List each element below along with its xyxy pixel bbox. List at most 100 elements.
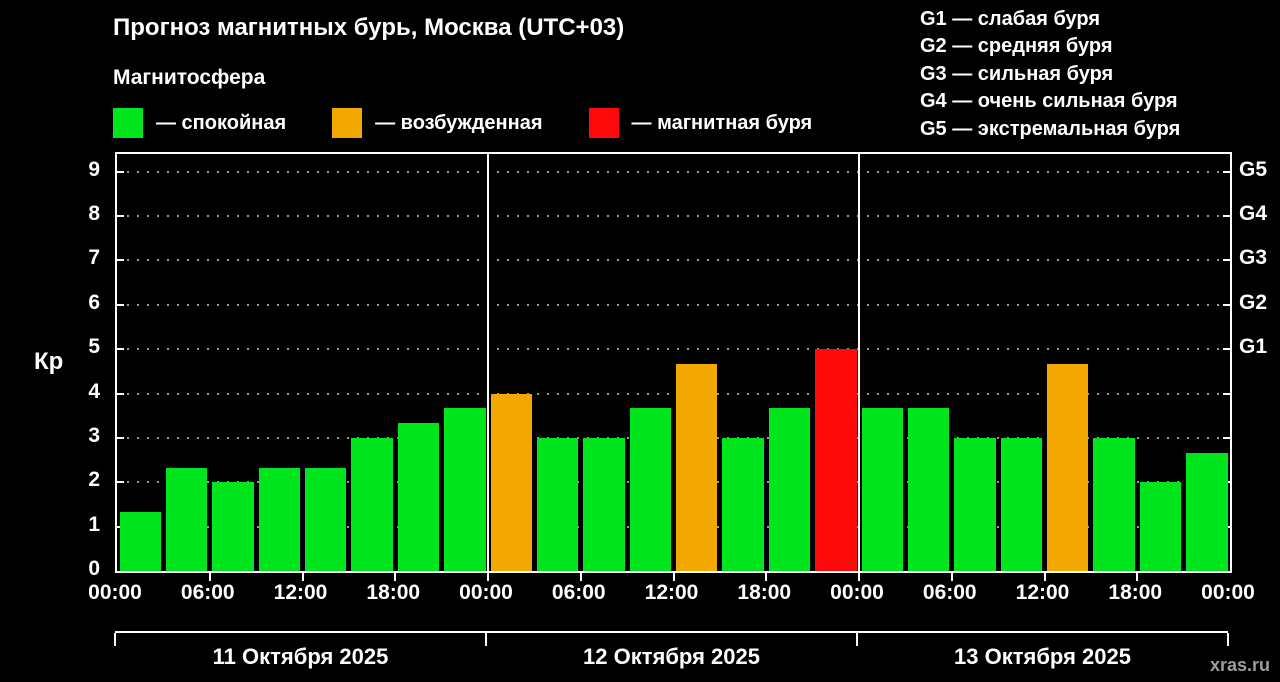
kp-bar-quiet — [907, 408, 950, 571]
kp-gridline — [117, 525, 1230, 528]
legend-label-quiet: — спокойная — [156, 111, 287, 134]
kp-bar-quiet — [1186, 452, 1228, 571]
x-axis-time-label: 00:00 — [1201, 581, 1255, 604]
chart-subtitle: Магнитосфера — [113, 66, 266, 89]
g-scale-axis-label: G4 — [1239, 202, 1268, 226]
bar-slot — [256, 154, 302, 571]
g-scale-axis-label: G2 — [1239, 290, 1268, 314]
x-axis-tick-mark — [301, 573, 304, 581]
bar-slot — [581, 154, 627, 571]
date-axis-tick-mark — [485, 633, 487, 646]
x-axis-time-label: 06:00 — [551, 581, 606, 604]
kp-bar-quiet — [351, 437, 393, 571]
y-axis-tick-label: 2 — [88, 468, 100, 492]
bar-slot — [210, 154, 256, 571]
kp-gridline — [117, 303, 1230, 306]
y-axis-tick-mark — [117, 392, 124, 395]
date-labels: 11 Октября 2025 12 Октября 2025 13 Октября… — [115, 644, 1228, 670]
bars-layer — [117, 154, 1230, 571]
overlay-layer — [117, 154, 1230, 581]
y-axis-tick-label: 8 — [88, 202, 100, 226]
y-axis-tick-mark — [1223, 170, 1230, 173]
y-axis-tick-mark — [1223, 392, 1230, 395]
bar-slot — [859, 154, 905, 571]
x-axis-time-label: 12:00 — [644, 581, 699, 604]
legend-color-swatch-excited — [332, 108, 363, 138]
kp-bar-quiet — [165, 467, 208, 571]
kp-bar-excited — [676, 363, 718, 571]
kp-bar-quiet — [954, 437, 996, 571]
y-axis-label: Кр — [34, 348, 64, 375]
y-axis-tick-label: 3 — [88, 423, 100, 447]
y-axis-tick-label: 9 — [88, 157, 100, 181]
y-axis-tick-label: 6 — [88, 290, 100, 314]
g-scale-axis-label: G3 — [1239, 246, 1268, 270]
bar-slot — [1045, 154, 1091, 571]
kp-gridline — [117, 259, 1230, 262]
bar-slot — [303, 154, 349, 571]
kp-gridline — [117, 215, 1230, 218]
y-axis-tick-label: 0 — [88, 557, 100, 580]
x-axis-time-label: 12:00 — [1015, 581, 1070, 604]
x-axis-time-label: 12:00 — [273, 581, 328, 604]
kp-bar-quiet — [1139, 482, 1182, 571]
kp-bar-quiet — [629, 408, 671, 571]
bar-slot — [117, 154, 163, 571]
y-axis-tick-mark — [117, 215, 124, 218]
kp-bar-quiet — [119, 512, 161, 571]
legend-item-quiet: — спокойная — [113, 108, 286, 138]
kp-bar-excited — [1047, 363, 1089, 571]
kp-bar-quiet — [1000, 437, 1042, 571]
kp-bar-quiet — [583, 437, 625, 571]
x-axis-time-label: 00:00 — [830, 581, 884, 604]
y-axis-tick-mark — [117, 436, 124, 439]
x-axis-tick-mark — [858, 573, 860, 581]
g-scale-legend-line: G4 — очень сильная буря — [920, 90, 1178, 113]
day-group — [859, 154, 1230, 571]
kp-bar-storm — [815, 349, 857, 571]
legend-color-swatch-quiet — [113, 108, 143, 138]
legend-item-storm: — магнитная буря — [588, 108, 812, 138]
bar-slot — [905, 154, 951, 571]
kp-bar-quiet — [768, 408, 811, 571]
kp-gridline — [117, 392, 1230, 395]
date-axis-tick-mark — [856, 633, 858, 646]
watermark: xras.ru — [1209, 655, 1270, 675]
g-scale-legend-line: G5 — экстремальная буря — [920, 117, 1181, 140]
x-axis-time-label: 06:00 — [922, 581, 977, 604]
x-axis-tick-mark — [1136, 573, 1139, 581]
bar-slot — [1184, 154, 1230, 571]
y-axis-tick-mark — [1223, 259, 1230, 262]
y-axis-tick-label: 1 — [88, 512, 100, 536]
date-axis: 11 Октября 2025 12 Октября 2025 13 Октября… — [114, 631, 1229, 675]
kp-bar-quiet — [861, 408, 903, 571]
bar-slot — [534, 154, 580, 571]
plot-area — [115, 152, 1232, 581]
g-scale-legend-line: G2 — средняя буря — [920, 35, 1113, 58]
kp-bar-quiet — [212, 482, 254, 571]
g-scale-axis-label: G1 — [1239, 335, 1268, 359]
y-axis-tick-mark — [117, 170, 124, 173]
day-separator-line — [487, 154, 489, 571]
kp-bar-quiet — [305, 467, 347, 571]
x-axis-time-label: 18:00 — [737, 581, 792, 604]
y-axis-tick-mark — [117, 348, 124, 351]
kp-bar-quiet — [397, 423, 440, 571]
y-axis-tick-mark — [1223, 303, 1230, 306]
bar-slot — [1091, 154, 1137, 571]
y-axis-tick-labels: 0 1 2 3 4 5 6 7 8 9 — [58, 152, 100, 580]
kp-bar-quiet — [444, 408, 486, 571]
y-axis-tick-mark — [1223, 348, 1230, 351]
bar-slot — [1137, 154, 1183, 571]
g-scale-axis-labels: G1 G2 G3 G4 G5 — [1239, 152, 1280, 569]
y-axis-tick-mark — [117, 303, 124, 306]
y-axis-tick-mark — [117, 259, 124, 262]
y-axis-tick-mark — [1223, 215, 1230, 218]
bar-slot — [674, 154, 720, 571]
legend-label-excited: — возбужденная — [375, 111, 543, 134]
bar-slot — [720, 154, 766, 571]
x-axis-tick-mark — [672, 573, 675, 581]
kp-bar-quiet — [1093, 437, 1135, 571]
y-axis-tick-label: 5 — [88, 335, 100, 359]
kp-gridline — [117, 170, 1230, 173]
